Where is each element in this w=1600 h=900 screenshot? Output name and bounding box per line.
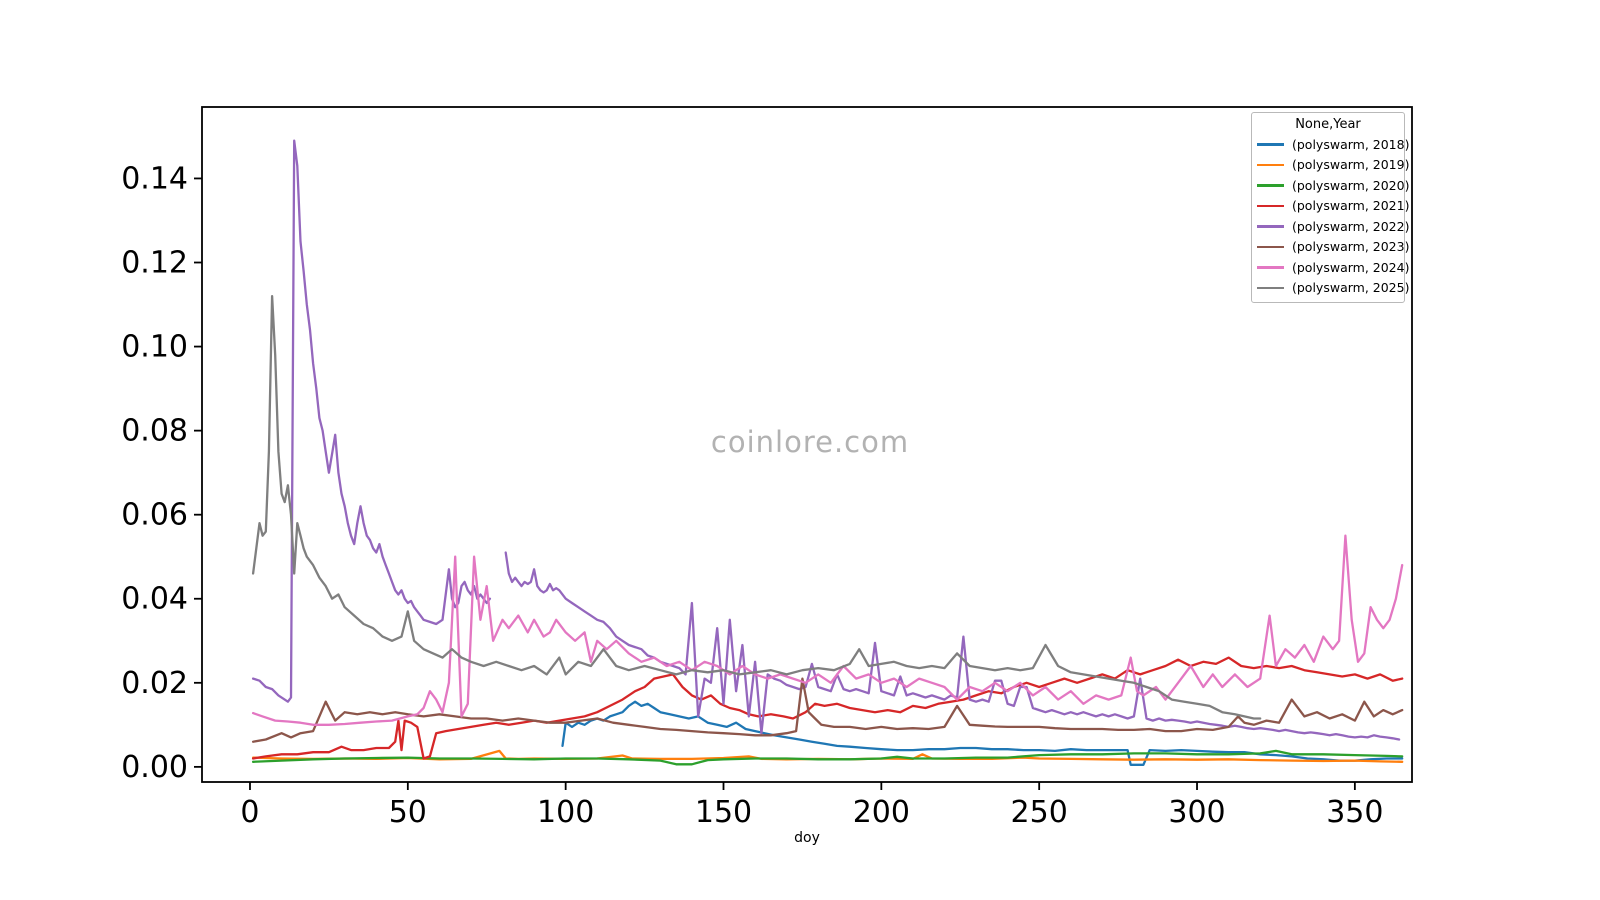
series-polyswarm-2022-line	[251, 139, 1401, 741]
legend-swatch-2023	[1257, 245, 1284, 248]
y-tick-label: 0.14	[121, 161, 188, 196]
plot-frame	[201, 106, 1413, 783]
series-polyswarm-2024-line	[251, 534, 1404, 726]
x-tick-label: 250	[1011, 795, 1068, 830]
legend-item-2023: (polyswarm, 2023)	[1257, 237, 1409, 258]
series-polyswarm-2021-line	[251, 656, 1404, 760]
legend-label-2022: (polyswarm, 2022)	[1292, 218, 1410, 234]
x-tick-label: 350	[1326, 795, 1383, 830]
legend-label-2021: (polyswarm, 2021)	[1292, 198, 1410, 214]
x-tick-label: 50	[389, 795, 427, 830]
legend-item-2018: (polyswarm, 2018)	[1257, 134, 1409, 155]
y-tick-label: 0.02	[121, 666, 188, 701]
legend-swatch-2024	[1257, 266, 1284, 269]
series-polyswarm-2023-line	[251, 677, 1404, 743]
x-tick-label: 150	[695, 795, 752, 830]
x-tick-label: 200	[853, 795, 910, 830]
legend-swatch-2020	[1257, 184, 1284, 187]
legend: None,Year (polyswarm, 2018) (polyswarm, 2…	[1251, 112, 1409, 303]
y-tick-label: 0.12	[121, 246, 188, 281]
legend-swatch-2025	[1257, 286, 1284, 289]
legend-item-2019: (polyswarm, 2019)	[1257, 155, 1409, 176]
legend-item-2020: (polyswarm, 2020)	[1257, 175, 1409, 196]
x-tick-label: 0	[240, 795, 259, 830]
legend-swatch-2019	[1257, 163, 1284, 166]
legend-label-2023: (polyswarm, 2023)	[1292, 239, 1410, 255]
x-tick-label: 100	[537, 795, 594, 830]
series-polyswarm-2020-line	[251, 749, 1404, 766]
legend-label-2025: (polyswarm, 2025)	[1292, 280, 1410, 296]
y-tick-label: 0.00	[121, 750, 188, 785]
legend-item-2021: (polyswarm, 2021)	[1257, 196, 1409, 217]
legend-items: (polyswarm, 2018) (polyswarm, 2019) (polys…	[1257, 134, 1409, 299]
legend-item-2025: (polyswarm, 2025)	[1257, 278, 1409, 299]
legend-item-2022: (polyswarm, 2022)	[1257, 216, 1409, 237]
x-tick-label: 300	[1168, 795, 1225, 830]
legend-title: None,Year	[1295, 117, 1361, 132]
legend-label-2024: (polyswarm, 2024)	[1292, 259, 1410, 275]
x-axis-label: doy	[794, 830, 820, 846]
y-tick-label: 0.04	[121, 582, 188, 617]
legend-swatch-2022	[1257, 225, 1284, 228]
y-tick-label: 0.06	[121, 498, 188, 533]
watermark: coinlore.com	[710, 425, 910, 459]
series-polyswarm-2025-line	[251, 294, 1262, 720]
legend-label-2019: (polyswarm, 2019)	[1292, 157, 1410, 173]
legend-item-2024: (polyswarm, 2024)	[1257, 257, 1409, 278]
legend-swatch-2021	[1257, 204, 1284, 207]
legend-label-2020: (polyswarm, 2020)	[1292, 177, 1410, 193]
y-tick-label: 0.10	[121, 330, 188, 365]
legend-label-2018: (polyswarm, 2018)	[1292, 136, 1410, 152]
series-polyswarm-2018-line	[561, 700, 1404, 766]
y-tick-label: 0.08	[121, 414, 188, 449]
legend-swatch-2018	[1257, 143, 1284, 146]
